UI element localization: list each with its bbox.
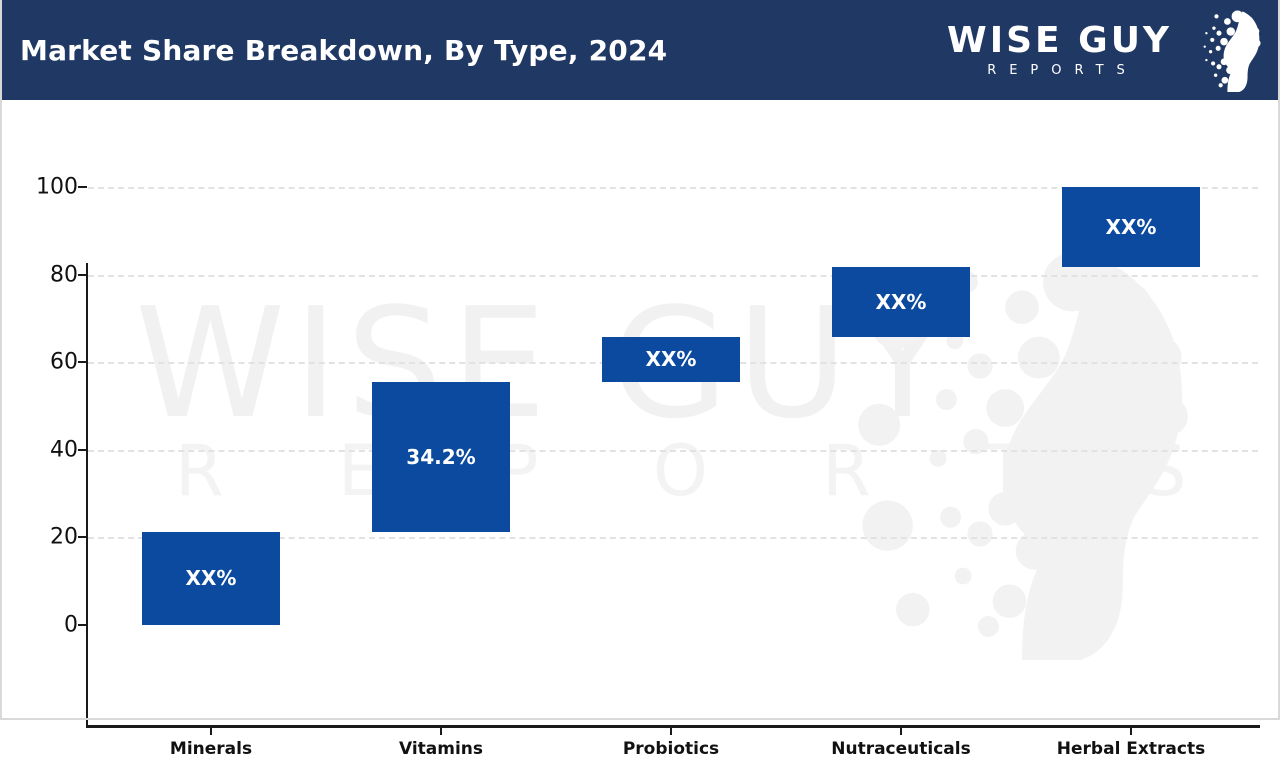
bar-value-label: 34.2% — [406, 444, 476, 469]
gridline-40 — [88, 449, 1258, 452]
y-tick-label-20: 20 — [50, 524, 78, 550]
bar-herbal-extracts: XX% — [1062, 187, 1200, 268]
y-axis-line — [86, 263, 88, 727]
x-tick-5 — [1130, 728, 1132, 735]
bar-value-label: XX% — [645, 347, 697, 372]
x-tick-1 — [210, 728, 212, 735]
y-tick-label-40: 40 — [50, 437, 78, 463]
y-tick-80 — [78, 273, 87, 276]
watermark-subtitle: R E P O R T S — [175, 430, 1233, 512]
chart-plot-area: WISE GUY R E P O R T S 0 20 40 60 80 100 XX% Mi — [0, 100, 1280, 759]
y-tick-20 — [78, 536, 87, 539]
x-category-label: Probiotics — [622, 739, 720, 759]
y-tick-label-100: 100 — [36, 174, 78, 200]
wise-guy-reports-logo: WISE GUY REPORTS — [947, 8, 1262, 92]
y-tick-label-60: 60 — [50, 349, 78, 375]
bar-vitamins: 34.2% — [372, 381, 510, 532]
y-tick-label-0: 0 — [64, 612, 78, 638]
bar-minerals: XX% — [142, 531, 280, 625]
gridline-20 — [88, 537, 1258, 540]
logo-text: WISE GUY REPORTS — [946, 19, 1172, 78]
x-category-label: Vitamins — [398, 739, 484, 759]
x-category-label: Herbal Extracts — [1056, 739, 1206, 759]
bar-value-label: XX% — [1105, 215, 1157, 240]
gridline-100 — [88, 187, 1258, 189]
y-tick-label-80: 80 — [50, 262, 78, 288]
y-tick-0 — [78, 624, 87, 626]
y-tick-60 — [78, 361, 87, 364]
bar-value-label: XX% — [875, 289, 927, 314]
y-tick-100 — [78, 186, 87, 188]
x-category-label: Minerals — [169, 739, 253, 759]
bar-probiotics: XX% — [602, 336, 740, 382]
x-tick-3 — [670, 728, 672, 735]
x-axis-line — [86, 725, 1260, 728]
gridline-80 — [88, 274, 1258, 277]
x-tick-4 — [900, 728, 902, 735]
logo-subtitle: REPORTS — [987, 62, 1138, 78]
header-bar: Market Share Breakdown, By Type, 2024 WI… — [0, 0, 1280, 100]
y-tick-40 — [78, 448, 87, 451]
dotted-face-icon — [1203, 10, 1261, 92]
bar-nutraceuticals: XX% — [832, 267, 970, 337]
bar-value-label: XX% — [185, 566, 237, 591]
x-category-label: Nutraceuticals — [831, 739, 971, 759]
logo-wordmark: WISE GUY — [946, 19, 1172, 61]
x-tick-2 — [440, 728, 442, 735]
chart-title: Market Share Breakdown, By Type, 2024 — [20, 33, 668, 67]
